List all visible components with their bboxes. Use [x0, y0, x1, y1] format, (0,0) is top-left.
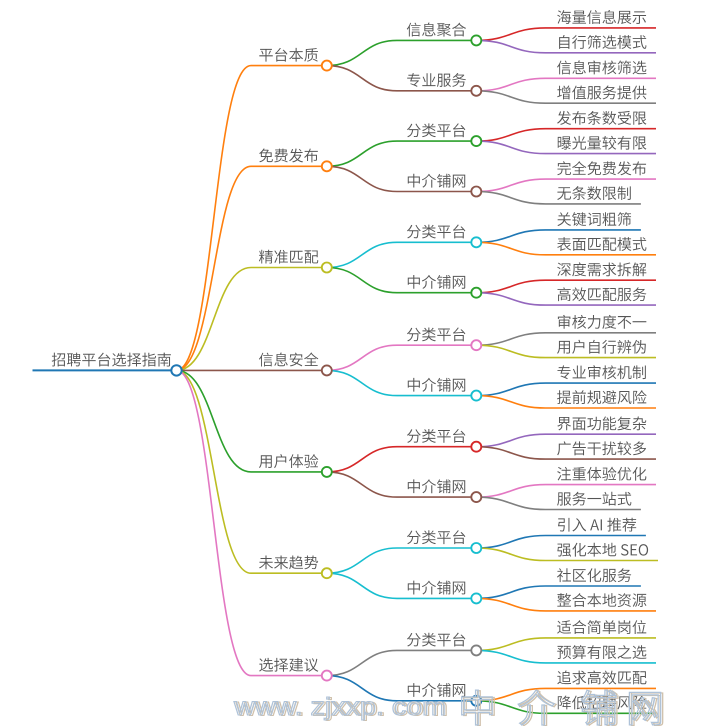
svg-text:www. zjxxp. com: www. zjxxp. com: [235, 694, 448, 722]
svg-text:www. zjxxp. com: www. zjxxp. com: [233, 693, 446, 721]
